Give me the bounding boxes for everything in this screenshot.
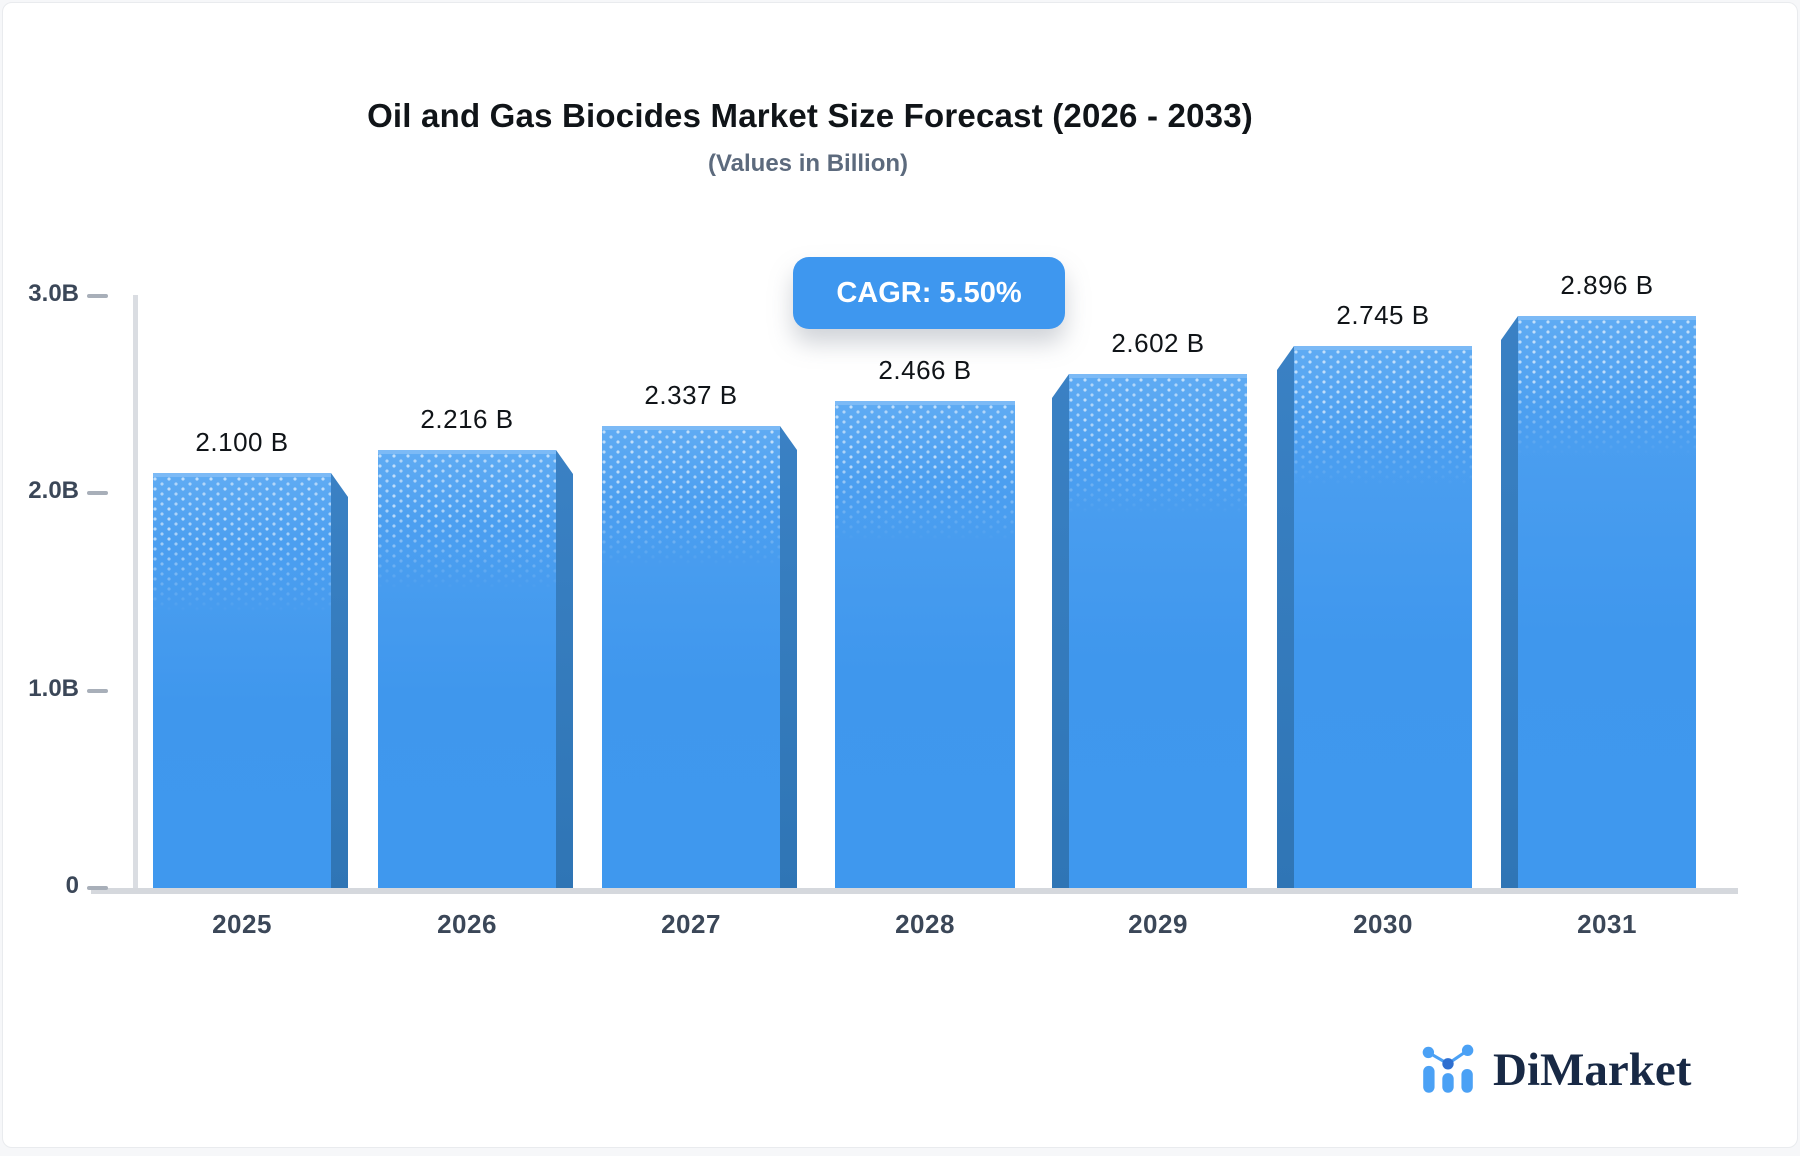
y-axis-label: 2.0B [28, 477, 79, 504]
brand-logo: DiMarket [1417, 1039, 1691, 1101]
x-axis-label: 2029 [1128, 909, 1188, 939]
bar[interactable] [1069, 374, 1247, 888]
x-axis-label: 2031 [1577, 909, 1637, 939]
y-axis-label: 3.0B [28, 279, 79, 307]
x-axis-label: 2028 [895, 909, 955, 939]
y-tick-mark [87, 293, 108, 298]
cagr-badge-label: CAGR: 5.50% [836, 276, 1022, 309]
y-tick-mark [87, 491, 108, 495]
bar-texture [1294, 350, 1472, 485]
x-axis-label: 2027 [661, 909, 721, 939]
brand-name: DiMarket [1493, 1044, 1692, 1096]
bar[interactable] [835, 401, 1015, 888]
bar-texture [1069, 378, 1247, 513]
bar-value-label: 2.602 B [1111, 328, 1205, 358]
bar-side-face [780, 426, 797, 888]
bar[interactable] [602, 426, 780, 888]
bar-texture [1518, 320, 1696, 455]
bar-side-face [1277, 346, 1294, 888]
bar-value-label: 2.745 B [1336, 300, 1430, 330]
bar[interactable] [1518, 316, 1696, 888]
bar-side-face [331, 473, 348, 888]
x-axis-baseline [91, 888, 1738, 894]
bar-value-label: 2.216 B [420, 404, 514, 434]
x-axis-label: 2026 [437, 909, 497, 939]
bar-chart-logo-icon [1422, 1044, 1474, 1093]
cagr-badge: CAGR: 5.50% [793, 257, 1065, 329]
y-axis-label: 1.0B [28, 674, 79, 702]
bar-value-label: 2.466 B [878, 355, 972, 385]
bar-side-face [1501, 316, 1518, 888]
bar[interactable] [378, 450, 556, 888]
bar-value-label: 2.337 B [644, 380, 738, 410]
chart-subtitle: (Values in Billion) [707, 150, 909, 177]
bar-value-label: 2.896 B [1560, 270, 1654, 300]
bar-texture [602, 430, 780, 565]
bar-texture [153, 477, 331, 612]
bar-side-face [1052, 374, 1069, 888]
chart-title: Oil and Gas Biocides Market Size Forecas… [367, 97, 1253, 134]
bar-texture [378, 454, 556, 589]
y-axis-line [133, 295, 138, 889]
bar-texture [835, 405, 1015, 540]
bar[interactable] [1294, 346, 1472, 888]
y-tick-mark [87, 886, 108, 890]
bar-side-face [556, 450, 573, 888]
bar[interactable] [153, 473, 331, 888]
x-axis-label: 2025 [212, 909, 272, 939]
x-axis-label: 2030 [1353, 909, 1413, 939]
bar-value-label: 2.100 B [195, 427, 289, 457]
y-axis-label: 0 [65, 872, 79, 899]
y-tick-mark [87, 688, 108, 693]
